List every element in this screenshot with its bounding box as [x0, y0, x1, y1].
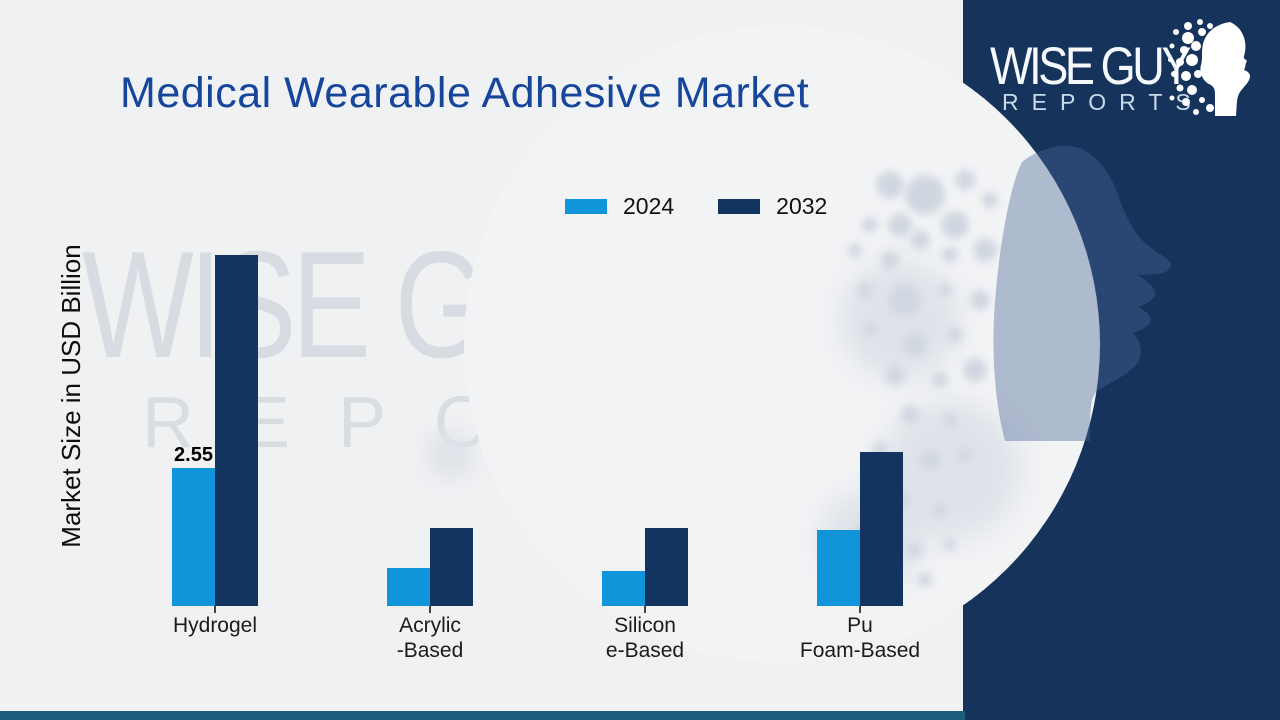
x-axis-tick	[859, 606, 861, 613]
x-axis-tick	[429, 606, 431, 613]
watermark-dot	[905, 175, 945, 215]
bar-2032-cat2	[645, 528, 688, 606]
bar-2024-cat3	[817, 530, 860, 606]
watermark-dot	[970, 290, 990, 310]
chart-legend: 2024 2032	[565, 193, 827, 220]
watermark-dot	[910, 230, 930, 250]
legend-item-2024: 2024	[565, 193, 674, 220]
x-axis-tick	[214, 606, 216, 613]
watermark-dot	[876, 171, 904, 199]
legend-item-2032: 2032	[718, 193, 827, 220]
watermark-dot	[944, 539, 956, 551]
watermark-dot	[932, 372, 948, 388]
legend-label-2024: 2024	[623, 193, 675, 219]
bar-2024-cat1	[387, 568, 430, 606]
bar-value-label: 2.55	[174, 444, 213, 466]
bar-2024-cat2	[602, 571, 645, 606]
watermark-dot	[982, 192, 998, 208]
category-label: Acrylic -Based	[396, 614, 464, 662]
bar-2024-cat0	[172, 468, 215, 606]
watermark-dot	[941, 211, 969, 239]
legend-label-2032: 2032	[776, 193, 828, 219]
bar-2032-cat1	[430, 528, 473, 606]
logo-head-icon	[1168, 19, 1250, 116]
x-axis-tick	[644, 606, 646, 613]
watermark-dot	[973, 238, 997, 262]
watermark-faint-blob	[426, 431, 474, 479]
legend-swatch-2024	[565, 199, 607, 214]
watermark-dot	[888, 213, 912, 237]
logo-subtitle: REPORTS	[1002, 89, 1204, 115]
watermark-dot	[918, 573, 932, 587]
watermark-dot	[942, 247, 958, 263]
watermark-dot	[955, 170, 975, 190]
y-axis-label: Market Size in USD Billion	[56, 244, 86, 548]
category-label: Hydrogel	[172, 614, 258, 637]
category-label: Silicon e-Based	[605, 614, 685, 662]
watermark-dot	[848, 243, 862, 257]
bar-2032-cat3	[860, 452, 903, 606]
page-title: Medical Wearable Adhesive Market	[120, 68, 810, 117]
legend-swatch-2032	[718, 199, 761, 214]
face-profile-watermark	[993, 146, 1171, 441]
watermark-circle	[464, 26, 1100, 662]
watermark-dot	[862, 217, 878, 233]
logo-wordmark: WISE GUY	[990, 37, 1191, 96]
bar-2032-cat0	[215, 255, 258, 606]
watermark-dot	[963, 358, 987, 382]
bottom-accent-strip	[0, 711, 965, 720]
category-label: Pu Foam-Based	[799, 614, 921, 662]
watermark-soft-blob	[840, 260, 960, 380]
